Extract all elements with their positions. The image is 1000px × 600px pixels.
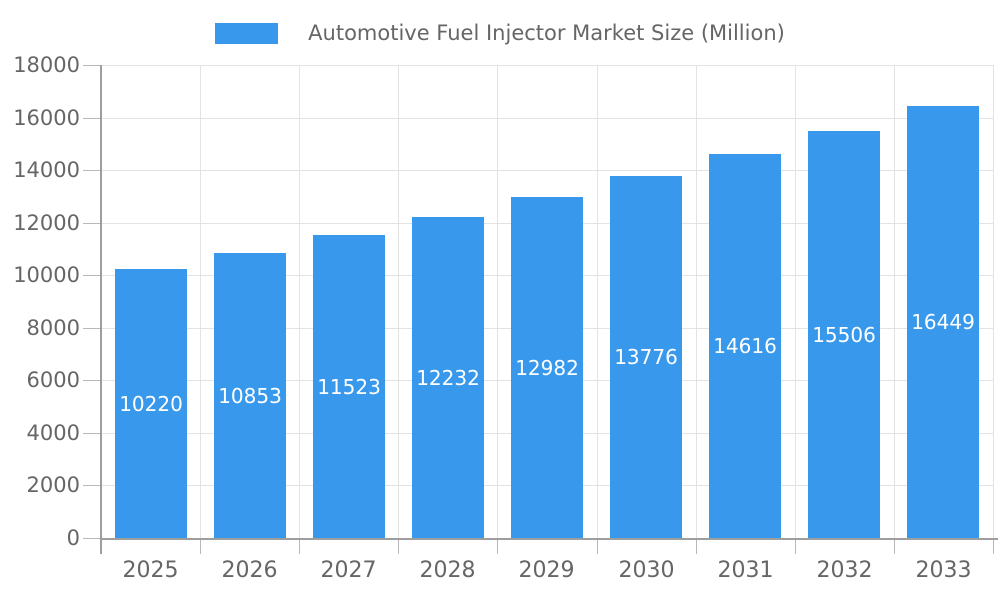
y-axis-label: 16000 bbox=[13, 106, 80, 130]
y-gridline bbox=[101, 118, 993, 119]
bar[interactable] bbox=[907, 106, 979, 538]
bar[interactable] bbox=[214, 253, 286, 538]
x-gridline bbox=[696, 65, 697, 538]
bar-value-label: 16449 bbox=[911, 310, 975, 334]
legend-swatch-icon bbox=[215, 22, 279, 44]
legend-item[interactable]: Automotive Fuel Injector Market Size (Mi… bbox=[0, 20, 1000, 46]
y-axis-tick bbox=[83, 223, 101, 224]
y-axis-tick bbox=[83, 170, 101, 171]
x-gridline bbox=[993, 65, 994, 538]
y-axis-tick bbox=[83, 538, 101, 539]
x-axis-label: 2030 bbox=[618, 558, 675, 583]
x-axis-label: 2031 bbox=[717, 558, 774, 583]
y-axis-label: 12000 bbox=[13, 211, 80, 235]
x-axis-label: 2025 bbox=[122, 558, 179, 583]
y-axis-label: 6000 bbox=[26, 368, 80, 392]
x-gridline bbox=[299, 65, 300, 538]
x-axis-tick bbox=[200, 538, 201, 554]
y-gridline bbox=[101, 170, 993, 171]
x-axis-line bbox=[101, 538, 998, 540]
x-axis-label: 2033 bbox=[915, 558, 972, 583]
x-axis-label: 2029 bbox=[518, 558, 575, 583]
y-axis-label: 2000 bbox=[26, 473, 80, 497]
y-axis-tick bbox=[83, 328, 101, 329]
x-gridline bbox=[398, 65, 399, 538]
bar[interactable] bbox=[115, 269, 187, 538]
x-axis-label: 2028 bbox=[419, 558, 476, 583]
y-axis-tick bbox=[83, 65, 101, 66]
bar[interactable] bbox=[313, 235, 385, 538]
y-axis-label: 0 bbox=[66, 526, 80, 550]
x-axis-tick bbox=[299, 538, 300, 554]
y-axis-label: 8000 bbox=[26, 316, 80, 340]
y-axis-line bbox=[100, 65, 102, 554]
bar[interactable] bbox=[412, 217, 484, 538]
bar-value-label: 12982 bbox=[515, 356, 579, 380]
x-axis-tick bbox=[398, 538, 399, 554]
y-gridline bbox=[101, 65, 993, 66]
bar-value-label: 13776 bbox=[614, 345, 678, 369]
bar-value-label: 12232 bbox=[416, 366, 480, 390]
x-axis-label: 2032 bbox=[816, 558, 873, 583]
y-axis-tick bbox=[83, 275, 101, 276]
x-gridline bbox=[497, 65, 498, 538]
x-axis-tick bbox=[597, 538, 598, 554]
bar[interactable] bbox=[808, 131, 880, 538]
bar[interactable] bbox=[709, 154, 781, 538]
bar-value-label: 10220 bbox=[119, 392, 183, 416]
x-axis-tick bbox=[894, 538, 895, 554]
y-axis-label: 4000 bbox=[26, 421, 80, 445]
y-axis-tick bbox=[83, 485, 101, 486]
y-axis-label: 10000 bbox=[13, 263, 80, 287]
x-axis-tick bbox=[795, 538, 796, 554]
bar-value-label: 14616 bbox=[713, 334, 777, 358]
x-axis-tick bbox=[993, 538, 994, 554]
bar[interactable] bbox=[511, 197, 583, 538]
y-axis-label: 14000 bbox=[13, 158, 80, 182]
y-axis-tick bbox=[83, 433, 101, 434]
bar-value-label: 10853 bbox=[218, 384, 282, 408]
x-axis-tick bbox=[497, 538, 498, 554]
x-gridline bbox=[597, 65, 598, 538]
x-axis-label: 2026 bbox=[221, 558, 278, 583]
x-gridline bbox=[894, 65, 895, 538]
legend-label: Automotive Fuel Injector Market Size (Mi… bbox=[308, 21, 785, 45]
x-axis-label: 2027 bbox=[320, 558, 377, 583]
x-gridline bbox=[795, 65, 796, 538]
y-axis-label: 18000 bbox=[13, 53, 80, 77]
bar-value-label: 11523 bbox=[317, 375, 381, 399]
x-axis-tick bbox=[696, 538, 697, 554]
bar-value-label: 15506 bbox=[812, 323, 876, 347]
y-axis-tick bbox=[83, 118, 101, 119]
x-gridline bbox=[200, 65, 201, 538]
y-axis-tick bbox=[83, 380, 101, 381]
bar[interactable] bbox=[610, 176, 682, 538]
